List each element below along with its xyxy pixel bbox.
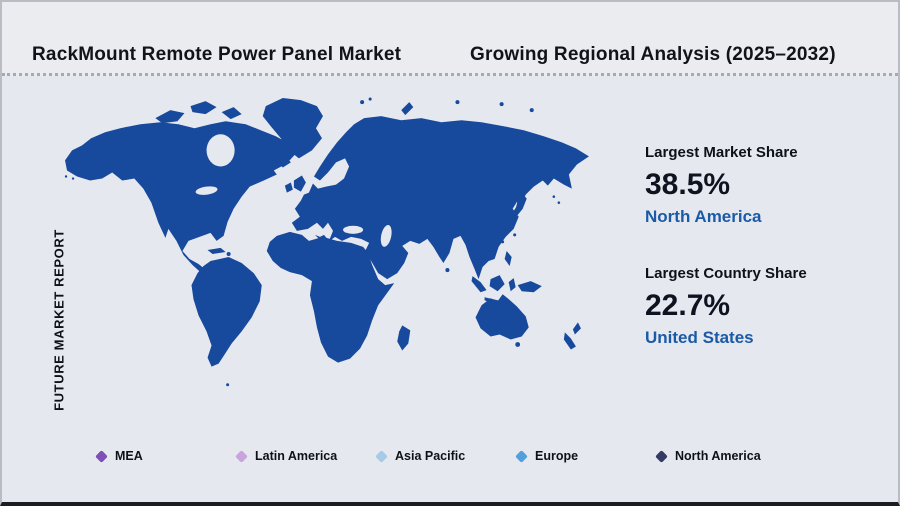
title-bar: RackMount Remote Power Panel Market Grow…: [2, 2, 898, 76]
diamond-marker-icon: [515, 449, 528, 463]
legend-item-asia-pacific: Asia Pacific: [375, 449, 466, 463]
stat-region: North America: [645, 206, 762, 226]
legend-item-north-america: North America: [655, 449, 761, 463]
diamond-marker-icon: [235, 449, 248, 463]
world-map: [64, 97, 589, 387]
diamond-marker-icon: [375, 449, 388, 463]
stat-largest-country-share: Largest Country Share 22.7% United State…: [645, 265, 807, 348]
legend-label: MEA: [115, 449, 143, 463]
legend-label: Latin America: [255, 449, 338, 463]
region-legend: MEA Latin America Asia Pacific Europe No…: [2, 449, 898, 469]
legend-label: Asia Pacific: [395, 449, 466, 463]
stat-value: 22.7%: [645, 289, 731, 322]
legend-item-europe: Europe: [515, 449, 579, 463]
legend-item-latin-america: Latin America: [235, 449, 338, 463]
legend-label: North America: [675, 449, 761, 463]
world-map-container: [60, 88, 602, 430]
world-map-water-bodies: [195, 134, 392, 247]
page-title-primary: RackMount Remote Power Panel Market: [32, 44, 402, 65]
world-map-landmasses: [64, 97, 589, 387]
diamond-marker-icon: [95, 449, 108, 463]
stat-label: Largest Country Share: [645, 265, 807, 282]
stat-region: United States: [645, 327, 754, 347]
page-title-secondary: Growing Regional Analysis (2025–2032): [470, 44, 836, 65]
legend-label: Europe: [535, 449, 579, 463]
stat-label: Largest Market Share: [645, 144, 798, 161]
stats-panel: Largest Market Share 38.5% North America…: [645, 144, 895, 347]
legend-item-mea: MEA: [95, 449, 143, 463]
stat-value: 38.5%: [645, 168, 731, 201]
diamond-marker-icon: [655, 449, 668, 463]
stat-largest-market-share: Largest Market Share 38.5% North America: [645, 144, 895, 227]
